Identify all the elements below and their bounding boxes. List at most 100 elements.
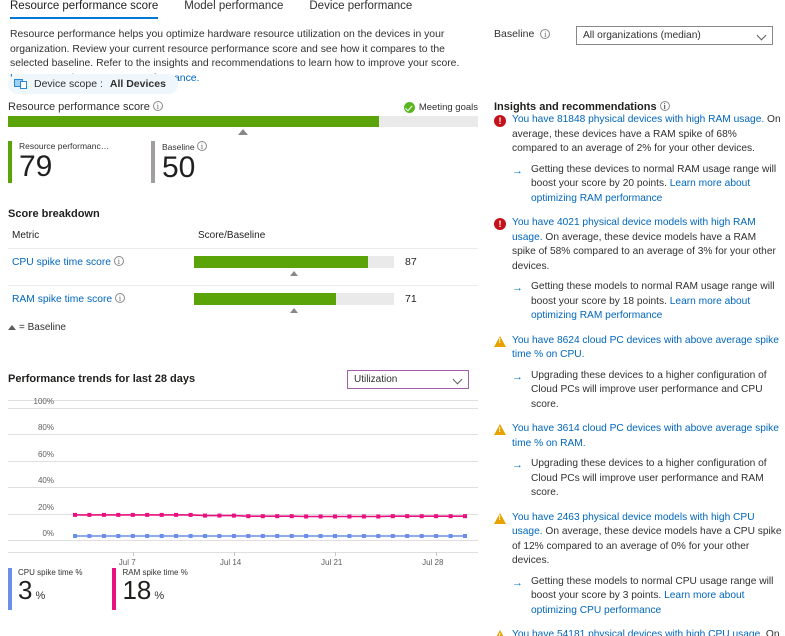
tab-device-performance[interactable]: Device performance	[309, 0, 412, 19]
chart-data-point	[376, 514, 381, 519]
device-scope-pill[interactable]: Device scope : All Devices	[8, 74, 178, 94]
insight-lead-link[interactable]: You have 8624 cloud PC devices with abov…	[512, 334, 779, 361]
gridline	[8, 513, 478, 515]
kpi-baseline: Baseline i 50	[151, 141, 207, 183]
tab-label: Resource performance score	[10, 0, 159, 12]
chart-data-point	[260, 514, 265, 519]
recommendation-text: Upgrading these devices to a higher conf…	[531, 457, 782, 501]
utilization-dropdown[interactable]: Utilization	[347, 370, 469, 389]
tab-model-performance[interactable]: Model performance	[184, 0, 283, 19]
chart-data-point	[361, 514, 366, 519]
insight-text: You have 54181 physical devices with hig…	[512, 628, 782, 636]
chart-data-point	[73, 534, 77, 538]
warning-icon	[494, 422, 506, 435]
chart-data-point	[231, 513, 236, 518]
score-bar-wrap	[194, 293, 394, 313]
device-scope-value: All Devices	[109, 78, 166, 90]
recommendation-text: Getting these devices to normal RAM usag…	[531, 163, 782, 207]
metric-cpu-spike-time-score[interactable]: CPU spike time score i	[8, 256, 194, 268]
resource-performance-score-bar-fill	[8, 116, 380, 127]
info-icon[interactable]: i	[196, 141, 207, 151]
error-circle-icon: !	[494, 218, 506, 230]
chart-data-point	[304, 534, 309, 538]
insight-group: You have 54181 physical devices with hig…	[494, 628, 782, 636]
insights-list: ! You have 81848 physical devices with hi…	[494, 113, 782, 636]
insight-text: You have 2463 physical device models wit…	[512, 511, 782, 569]
y-axis-tick: 0%	[42, 529, 54, 538]
chart-data-point	[347, 534, 352, 538]
chart-data-point	[116, 512, 121, 517]
chart-series-svg	[73, 512, 467, 538]
info-icon[interactable]: i	[115, 293, 126, 303]
recommendation-body: Upgrading these devices to a higher conf…	[531, 458, 767, 498]
chart-data-point	[159, 512, 164, 517]
kpi-resource-performance-score: Resource performance sc... 79	[8, 141, 111, 183]
tab-label: Model performance	[184, 0, 284, 12]
kpi-value: 50	[162, 151, 196, 184]
score-breakdown-title: Score breakdown	[8, 208, 100, 220]
status-badge: Meeting goals	[403, 101, 478, 113]
gridline	[8, 408, 478, 409]
recommendation-link[interactable]: Learn more about optimizing RAM performa…	[531, 295, 751, 322]
kpi-value: 3	[18, 575, 33, 605]
insight-group: You have 8624 cloud PC devices with abov…	[494, 334, 782, 413]
insight-detail: On average, these devices have a RAM spi…	[512, 114, 781, 154]
info-icon[interactable]: i	[152, 101, 163, 111]
score-bar-fill	[194, 256, 368, 268]
chart-data-point	[73, 512, 77, 517]
recommendation-item: → Getting these devices to normal RAM usa…	[512, 163, 782, 207]
resource-performance-score-bar	[8, 116, 478, 127]
resource-performance-score-header: Resource performance score i Meeting goa…	[8, 101, 478, 113]
chart-data-point	[419, 534, 424, 538]
insight-detail: On average, these devices have a CPU spi…	[765, 629, 780, 636]
recommendation-link[interactable]: Learn more about optimizing RAM performa…	[531, 178, 751, 204]
y-axis-tick: 20%	[37, 502, 54, 512]
insight-lead-link[interactable]: You have 54181 physical devices with hig…	[512, 629, 764, 636]
kpi-value: 79	[19, 150, 53, 183]
warning-triangle-icon	[494, 335, 506, 347]
monitor-icon	[14, 78, 27, 90]
recommendation-link[interactable]: Learn more about optimizing CPU performa…	[531, 590, 745, 616]
recommendation-body: Getting these models to normal RAM usage…	[531, 281, 775, 307]
chart-data-point	[434, 534, 439, 538]
chart-data-point	[217, 534, 222, 538]
baseline-marker-triangle	[290, 308, 298, 313]
insight-lead-link[interactable]: You have 81848 physical devices with hig…	[512, 114, 765, 125]
insight-item: You have 8624 cloud PC devices with abov…	[494, 334, 782, 363]
arrow-right-icon: →	[512, 459, 523, 471]
x-axis-tick: Jul 28	[422, 558, 444, 567]
chart-data-point	[463, 514, 467, 519]
y-axis-tick: 100%	[33, 397, 54, 406]
chart-data-point	[405, 514, 410, 519]
baseline-label: Baseline	[494, 28, 535, 40]
tab-resource-performance-score[interactable]: Resource performance score	[10, 0, 159, 19]
chart-data-point	[448, 514, 453, 519]
score-bar-fill	[194, 293, 336, 305]
chart-data-point	[188, 512, 193, 517]
recommendation-item: → Upgrading these devices to a higher con…	[512, 369, 782, 413]
error-circle-icon: !	[494, 115, 506, 127]
insight-text: You have 8624 cloud PC devices with abov…	[512, 334, 782, 363]
warning-icon	[494, 334, 506, 347]
kpi-label: CPU spike time %	[18, 568, 83, 577]
gridline	[8, 460, 478, 462]
info-icon[interactable]: i	[659, 101, 670, 111]
chart-data-point	[246, 534, 251, 538]
info-icon[interactable]: i	[540, 29, 551, 39]
x-axis-tickmark	[335, 552, 336, 556]
warning-triangle-icon	[494, 424, 506, 435]
metric-ram-spike-time-score[interactable]: RAM spike time score i	[8, 293, 194, 305]
chart-data-point	[174, 512, 179, 517]
insight-lead-link[interactable]: You have 2463 physical device models wit…	[512, 511, 755, 538]
insight-lead-link[interactable]: You have 3614 cloud PC devices with abov…	[512, 423, 779, 449]
insight-lead-link[interactable]: You have 4021 physical device models wit…	[512, 217, 756, 243]
chart-data-point	[434, 514, 439, 519]
insight-group: You have 3614 cloud PC devices with abov…	[494, 422, 782, 501]
x-axis-tickmark	[436, 552, 438, 556]
info-icon[interactable]: i	[113, 256, 124, 266]
baseline-dropdown[interactable]: All organizations (median)	[576, 26, 773, 45]
arrow-right-icon: →	[512, 164, 523, 177]
utilization-dropdown-value: Utilization	[354, 374, 398, 385]
chart-data-point	[304, 514, 309, 519]
recommendation-body: Getting these models to normal CPU usage…	[531, 575, 774, 602]
